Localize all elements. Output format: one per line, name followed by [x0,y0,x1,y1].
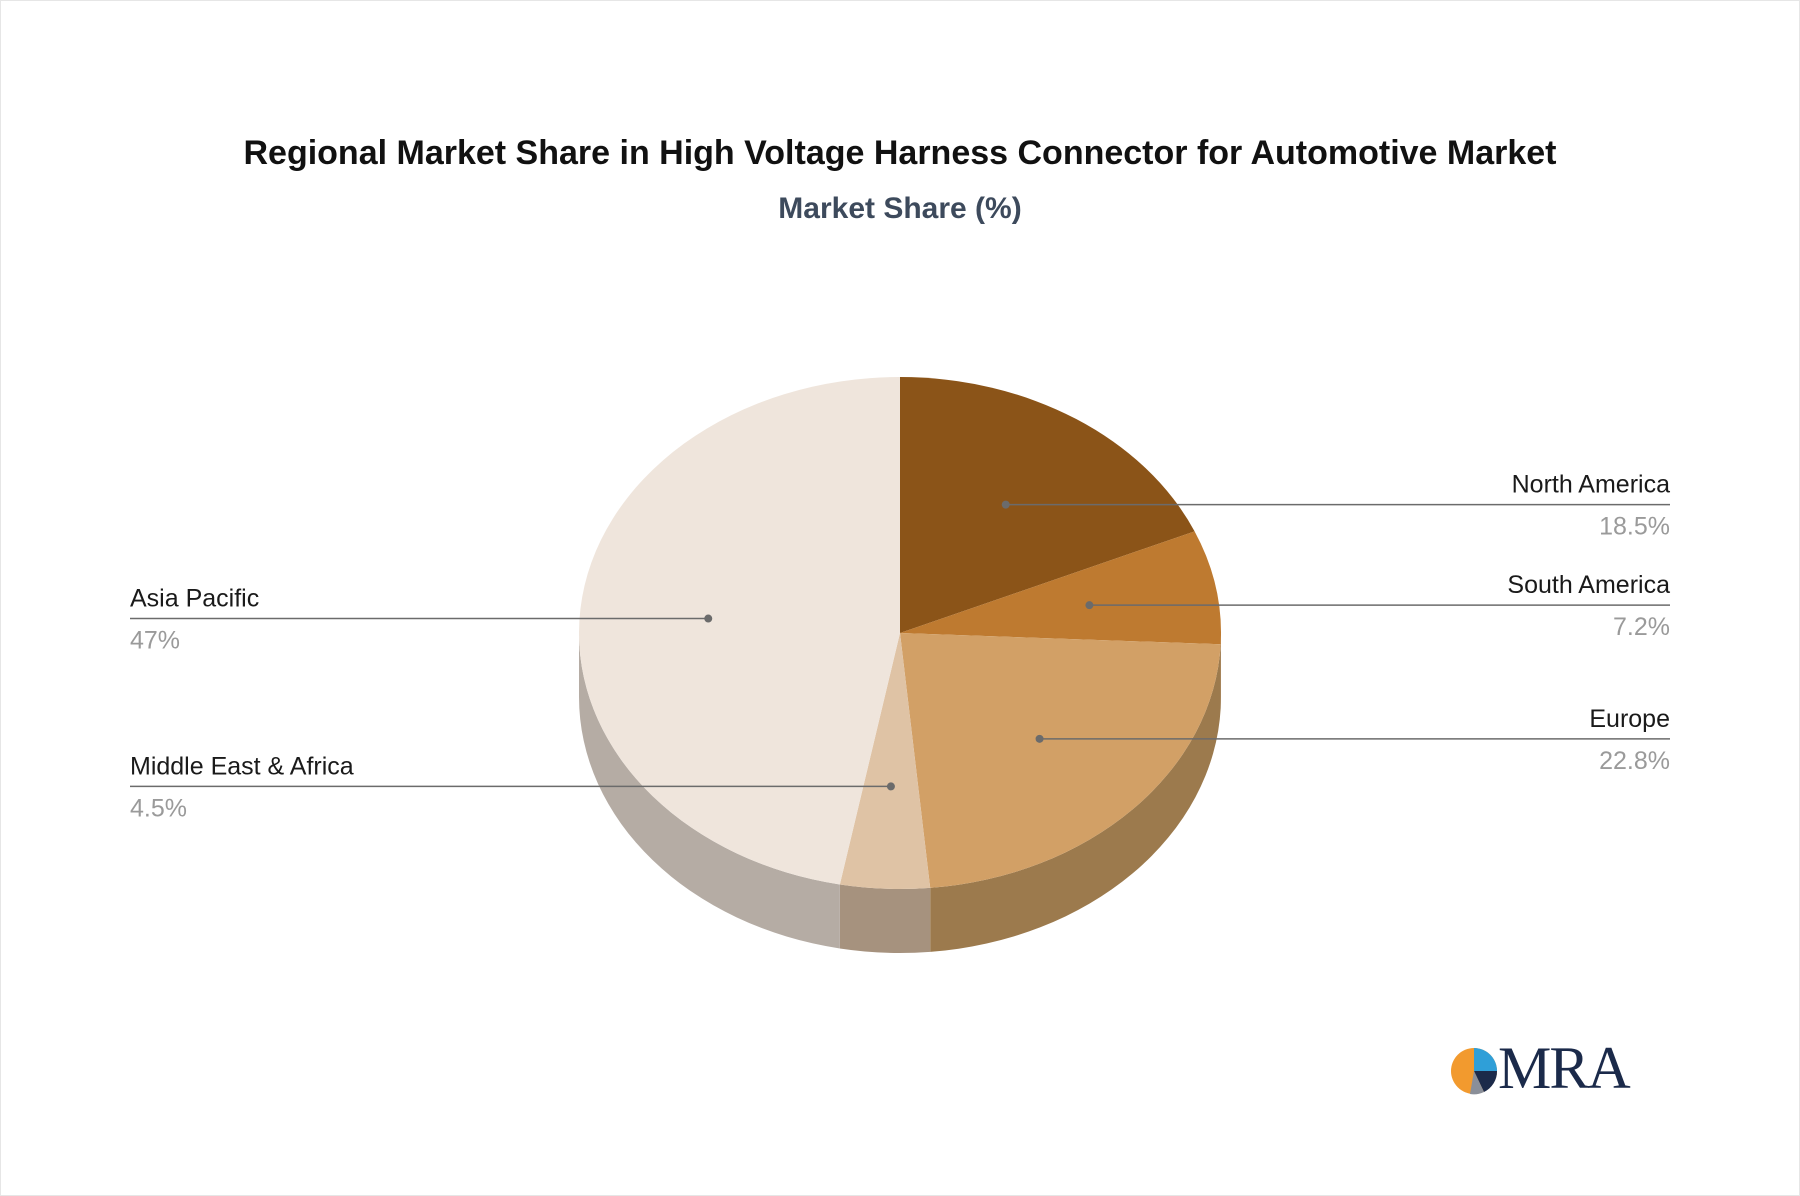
pie-tops [579,377,1221,889]
pie-side-middle-east-africa [839,884,931,953]
slice-label-north-america: North America [1512,471,1670,499]
slice-label-middle-east-africa: Middle East & Africa [130,752,354,780]
pie-slice-middle-east-africa[interactable] [839,633,931,889]
slice-label-south-america: South America [1507,571,1670,599]
leader-dot-europe [1035,734,1044,743]
mra-logo: MRA [1448,1036,1638,1100]
leader-dot-middle-east-africa [886,782,895,791]
slice-value-north-america: 18.5% [1599,513,1670,541]
pie-sides [579,633,1221,953]
chart-title: Regional Market Share in High Voltage Ha… [243,134,1557,172]
slice-value-europe: 22.8% [1599,747,1670,775]
pie-side-europe [930,644,1221,952]
logo-circle-icon [1451,1048,1498,1095]
pie-slice-europe[interactable] [900,633,1221,888]
chart-subtitle: Market Share (%) [778,192,1022,225]
leader-dot-north-america [1001,500,1010,509]
slice-value-south-america: 7.2% [1613,613,1670,641]
pie-side-asia-pacific [579,633,840,949]
logo-text: MRA [1498,1035,1631,1101]
pie-labels: North America 18.5% South America 7.2% Europ… [130,471,1670,822]
leader-dot-asia-pacific [704,614,713,623]
leader-dot-south-america [1085,601,1094,610]
pie-slice-asia-pacific[interactable] [579,377,900,885]
slice-label-asia-pacific: Asia Pacific [130,585,259,613]
slice-value-middle-east-africa: 4.5% [130,794,187,822]
slice-label-europe: Europe [1589,705,1670,733]
slice-value-asia-pacific: 47% [130,627,180,655]
pie-slice-south-america[interactable] [900,531,1221,645]
